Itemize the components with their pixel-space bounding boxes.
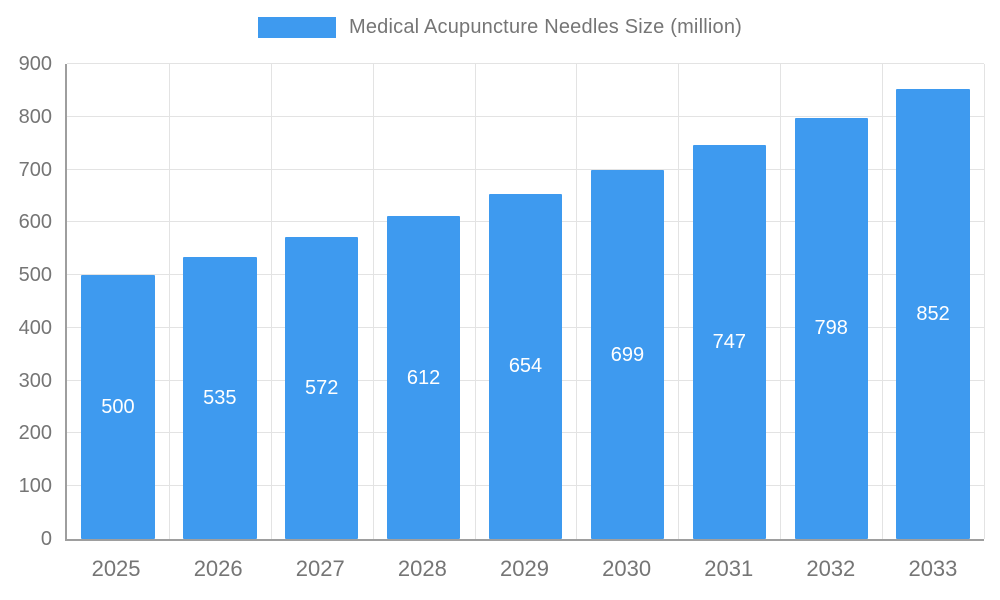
y-axis-labels: 0 100 200 300 400 500 600 700 800 900	[0, 54, 52, 549]
bar-value-label: 747	[712, 330, 746, 353]
bar-value-label: 852	[916, 303, 950, 326]
y-tick-label: 400	[18, 316, 52, 339]
y-tick-label: 700	[18, 158, 52, 181]
gridline-v	[882, 64, 884, 539]
bar-column: 699	[576, 64, 678, 539]
bar: 747	[692, 144, 766, 539]
gridline-v	[270, 64, 272, 539]
y-tick-label: 0	[40, 528, 52, 550]
bar-value-label: 798	[814, 317, 848, 340]
bar: 535	[183, 256, 257, 539]
gridline-v	[576, 64, 578, 539]
gridline-v	[474, 64, 476, 539]
bar: 572	[285, 237, 359, 539]
bars: 500 535 572 612 654 699 747 798 852	[67, 64, 984, 539]
gridline-v	[678, 64, 680, 539]
bar-column: 535	[169, 64, 271, 539]
x-tick-label: 2030	[602, 556, 652, 581]
x-tick-label: 2025	[91, 556, 141, 581]
x-tick-label: 2033	[908, 556, 958, 581]
chart-legend: Medical Acupuncture Needles Size (millio…	[0, 16, 1000, 39]
chart-title: Medical Acupuncture Needles Size (millio…	[348, 16, 743, 38]
y-tick-label: 900	[18, 53, 52, 75]
gridline-v	[372, 64, 374, 539]
bar-value-label: 612	[406, 366, 441, 389]
gridline-h	[67, 168, 984, 170]
plot-area: 500 535 572 612 654 699 747 798 852	[65, 63, 985, 541]
bar-value-label: 572	[305, 377, 339, 400]
legend-swatch	[257, 17, 336, 38]
bar-column: 852	[882, 64, 984, 539]
y-tick-label: 300	[18, 369, 52, 392]
gridline-v	[780, 64, 782, 539]
bar: 798	[794, 117, 868, 539]
gridline-h	[67, 63, 984, 64]
bar-column: 572	[271, 64, 373, 539]
bar-value-label: 654	[508, 355, 543, 378]
x-tick-label: 2031	[704, 556, 754, 581]
bar-column: 612	[373, 64, 475, 539]
bar-value-label: 535	[203, 386, 237, 409]
bar-column: 747	[678, 64, 780, 539]
x-tick-label: 2026	[193, 556, 243, 581]
y-tick-label: 200	[18, 422, 52, 445]
x-tick-label: 2032	[806, 556, 856, 581]
y-tick-label: 800	[18, 105, 52, 128]
gridline-h	[67, 115, 984, 117]
bar-value-label: 500	[101, 396, 135, 419]
bar: 852	[896, 89, 970, 539]
bar-column: 654	[475, 64, 577, 539]
bar: 654	[488, 193, 563, 539]
bar-column: 500	[67, 64, 169, 539]
gridline-v	[984, 64, 985, 539]
bar-column: 798	[780, 64, 882, 539]
gridline-v	[168, 64, 170, 539]
y-tick-label: 600	[18, 211, 52, 234]
bar-value-label: 699	[610, 343, 645, 366]
y-tick-label: 100	[18, 475, 52, 498]
bar: 612	[386, 216, 461, 539]
y-tick-label: 500	[18, 264, 52, 287]
x-tick-label: 2029	[500, 556, 549, 581]
x-tick-label: 2028	[397, 556, 447, 581]
bar: 500	[81, 275, 155, 539]
x-tick-label: 2027	[295, 556, 345, 581]
bar: 699	[590, 170, 665, 539]
x-axis-labels: 2025 2026 2027 2028 2029 2030 2031 2032 2033	[65, 556, 984, 582]
